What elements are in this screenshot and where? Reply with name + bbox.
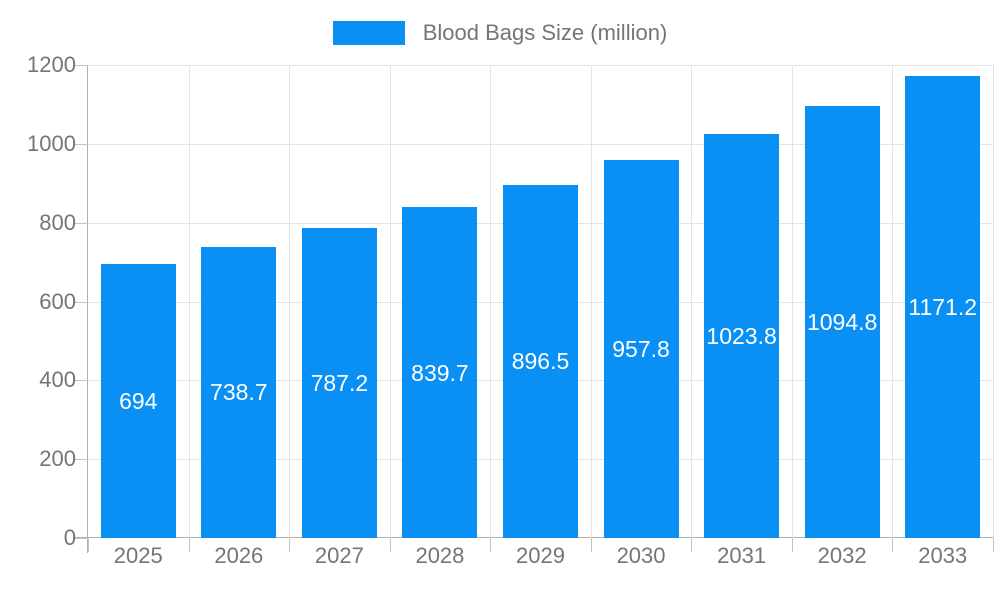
x-tick-mark	[389, 538, 391, 552]
gridline-v	[188, 65, 190, 538]
y-tick-mark	[73, 380, 88, 382]
y-axis-tick-label: 1200	[27, 52, 76, 77]
y-axis-tick-label: 600	[39, 288, 76, 314]
x-axis-tick-label: 2025	[113, 543, 163, 568]
bar-value-label: 896.5	[511, 348, 570, 375]
x-axis-tick-label: 2031	[717, 543, 767, 568]
x-tick-mark	[691, 538, 693, 552]
x-axis-tick-label: 2033	[918, 543, 968, 568]
bar-value-label: 957.8	[612, 336, 670, 363]
gridline-v	[590, 65, 592, 538]
x-tick-mark	[88, 538, 89, 552]
legend[interactable]: Blood Bags Size (million)	[0, 14, 1000, 52]
x-tick-mark	[993, 538, 994, 552]
plot-area: 0 200 400 600 800 1000 1200 694 2025 738.7 2026 78…	[27, 54, 994, 568]
gridline-v	[490, 65, 492, 538]
y-tick-mark	[73, 222, 88, 224]
gridline-h	[88, 143, 993, 145]
bar-2032[interactable]	[804, 106, 880, 538]
x-tick-mark	[490, 538, 492, 552]
legend-swatch	[332, 21, 405, 45]
y-tick-mark	[73, 301, 88, 303]
gridline-v	[791, 65, 793, 538]
bar-2029[interactable]	[503, 184, 578, 538]
x-axis-tick-label: 2029	[516, 543, 565, 568]
x-tick-mark	[590, 538, 592, 552]
gridline-v	[993, 65, 994, 538]
y-axis-tick-label: 200	[39, 446, 76, 472]
x-tick-mark	[892, 538, 894, 552]
bar-2031[interactable]	[704, 134, 780, 538]
bar-value-label: 694	[119, 388, 158, 415]
gridline-v	[289, 65, 291, 538]
bar-value-label: 787.2	[310, 369, 369, 396]
gridline-h	[88, 65, 993, 66]
y-axis-line	[87, 65, 88, 553]
y-axis-tick-label: 800	[39, 209, 76, 235]
y-tick-mark	[73, 459, 88, 461]
bar-value-label: 1023.8	[706, 323, 777, 350]
bar-2026[interactable]	[201, 246, 277, 538]
bar-value-label: 1094.8	[806, 309, 878, 336]
x-tick-mark	[289, 538, 291, 552]
bar-2027[interactable]	[301, 227, 377, 538]
y-axis-tick-label: 1000	[27, 130, 76, 156]
x-axis-tick-label: 2032	[817, 543, 867, 568]
bar-value-label: 738.7	[210, 379, 268, 406]
legend-label: Blood Bags Size (million)	[422, 20, 668, 45]
gridline-v	[389, 65, 391, 538]
gridline-v	[691, 65, 693, 538]
x-axis-tick-label: 2027	[314, 543, 364, 568]
x-axis-tick-label: 2026	[214, 543, 264, 568]
bar-2028[interactable]	[402, 207, 478, 538]
bar-2030[interactable]	[603, 160, 679, 538]
x-axis-tick-label: 2028	[415, 543, 465, 568]
x-axis-tick-label: 2030	[616, 543, 666, 568]
bar-value-label: 839.7	[411, 359, 469, 386]
y-tick-mark	[73, 538, 88, 539]
x-tick-mark	[791, 538, 793, 552]
y-axis-tick-label: 0	[63, 525, 76, 550]
bar-value-label: 1171.2	[908, 294, 978, 321]
y-tick-mark	[73, 143, 88, 145]
bar-2025[interactable]	[100, 264, 176, 538]
y-axis-tick-label: 400	[39, 367, 76, 393]
bar-2033[interactable]	[905, 76, 981, 538]
x-tick-mark	[188, 538, 190, 552]
y-tick-mark	[73, 65, 88, 66]
gridline-v	[892, 65, 894, 538]
